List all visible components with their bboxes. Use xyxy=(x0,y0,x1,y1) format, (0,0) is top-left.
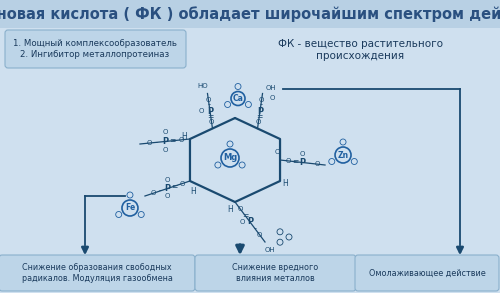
Text: =: = xyxy=(256,112,262,121)
Text: P: P xyxy=(257,106,263,115)
Text: -: - xyxy=(208,100,210,110)
Text: H: H xyxy=(190,187,196,195)
Text: O: O xyxy=(286,158,291,164)
Text: O: O xyxy=(238,206,243,212)
Text: Zn: Zn xyxy=(338,151,348,159)
FancyBboxPatch shape xyxy=(355,255,499,291)
Text: H: H xyxy=(282,179,288,188)
Text: O: O xyxy=(198,108,203,114)
Text: O: O xyxy=(162,130,168,135)
Text: O: O xyxy=(179,181,184,187)
FancyBboxPatch shape xyxy=(0,0,500,28)
Text: =: = xyxy=(171,182,177,191)
Text: O: O xyxy=(256,119,261,125)
Text: O: O xyxy=(274,149,280,155)
Text: P: P xyxy=(207,106,213,115)
Text: O: O xyxy=(165,178,170,183)
Text: =: = xyxy=(208,112,214,121)
Text: H: H xyxy=(182,132,188,141)
Text: O: O xyxy=(240,219,244,225)
Text: =: = xyxy=(242,212,248,221)
Text: -: - xyxy=(155,138,158,147)
Text: O: O xyxy=(257,232,262,238)
FancyBboxPatch shape xyxy=(195,255,356,291)
Text: OH: OH xyxy=(264,247,276,253)
Text: O: O xyxy=(259,97,264,103)
Text: P: P xyxy=(162,137,168,146)
Text: Фитиновая кислота ( ФК ) обладает широчайшим спектром действия: Фитиновая кислота ( ФК ) обладает широча… xyxy=(0,6,500,22)
FancyBboxPatch shape xyxy=(0,255,195,291)
Text: -: - xyxy=(308,159,312,168)
Text: Fe: Fe xyxy=(125,204,135,212)
Text: Омолаживающее действие: Омолаживающее действие xyxy=(368,268,486,277)
Text: Mg: Mg xyxy=(223,154,237,163)
Text: 1. Мощный комплексообразователь
2. Ингибитор металлопротеиназ: 1. Мощный комплексообразователь 2. Ингиб… xyxy=(13,39,177,59)
Text: -: - xyxy=(254,224,256,233)
Text: O: O xyxy=(178,137,184,143)
Text: O: O xyxy=(314,161,320,167)
Text: -: - xyxy=(260,100,262,110)
Text: OH: OH xyxy=(265,86,276,91)
Text: O: O xyxy=(150,190,156,196)
Text: O: O xyxy=(270,96,275,101)
Text: O: O xyxy=(206,97,211,103)
Text: O: O xyxy=(146,140,152,146)
Text: H: H xyxy=(227,205,233,214)
Text: Ca: Ca xyxy=(232,94,243,103)
Text: -: - xyxy=(158,187,162,195)
Text: =: = xyxy=(292,157,299,166)
Text: P: P xyxy=(247,217,253,226)
Text: O: O xyxy=(165,193,170,200)
Text: Снижение образования свободных
радикалов. Модуляция газообмена: Снижение образования свободных радикалов… xyxy=(22,263,172,283)
Text: Снижение вредного
влияния металлов: Снижение вредного влияния металлов xyxy=(232,263,318,283)
Text: O: O xyxy=(300,151,305,156)
Text: P: P xyxy=(164,184,170,193)
Text: P: P xyxy=(300,158,306,167)
FancyBboxPatch shape xyxy=(5,30,186,68)
Text: HO: HO xyxy=(197,84,208,89)
Text: =: = xyxy=(170,136,175,145)
Text: O: O xyxy=(162,147,168,154)
Text: ФК - вещество растительного
происхождения: ФК - вещество растительного происхождени… xyxy=(278,39,442,61)
Text: O: O xyxy=(209,119,214,125)
